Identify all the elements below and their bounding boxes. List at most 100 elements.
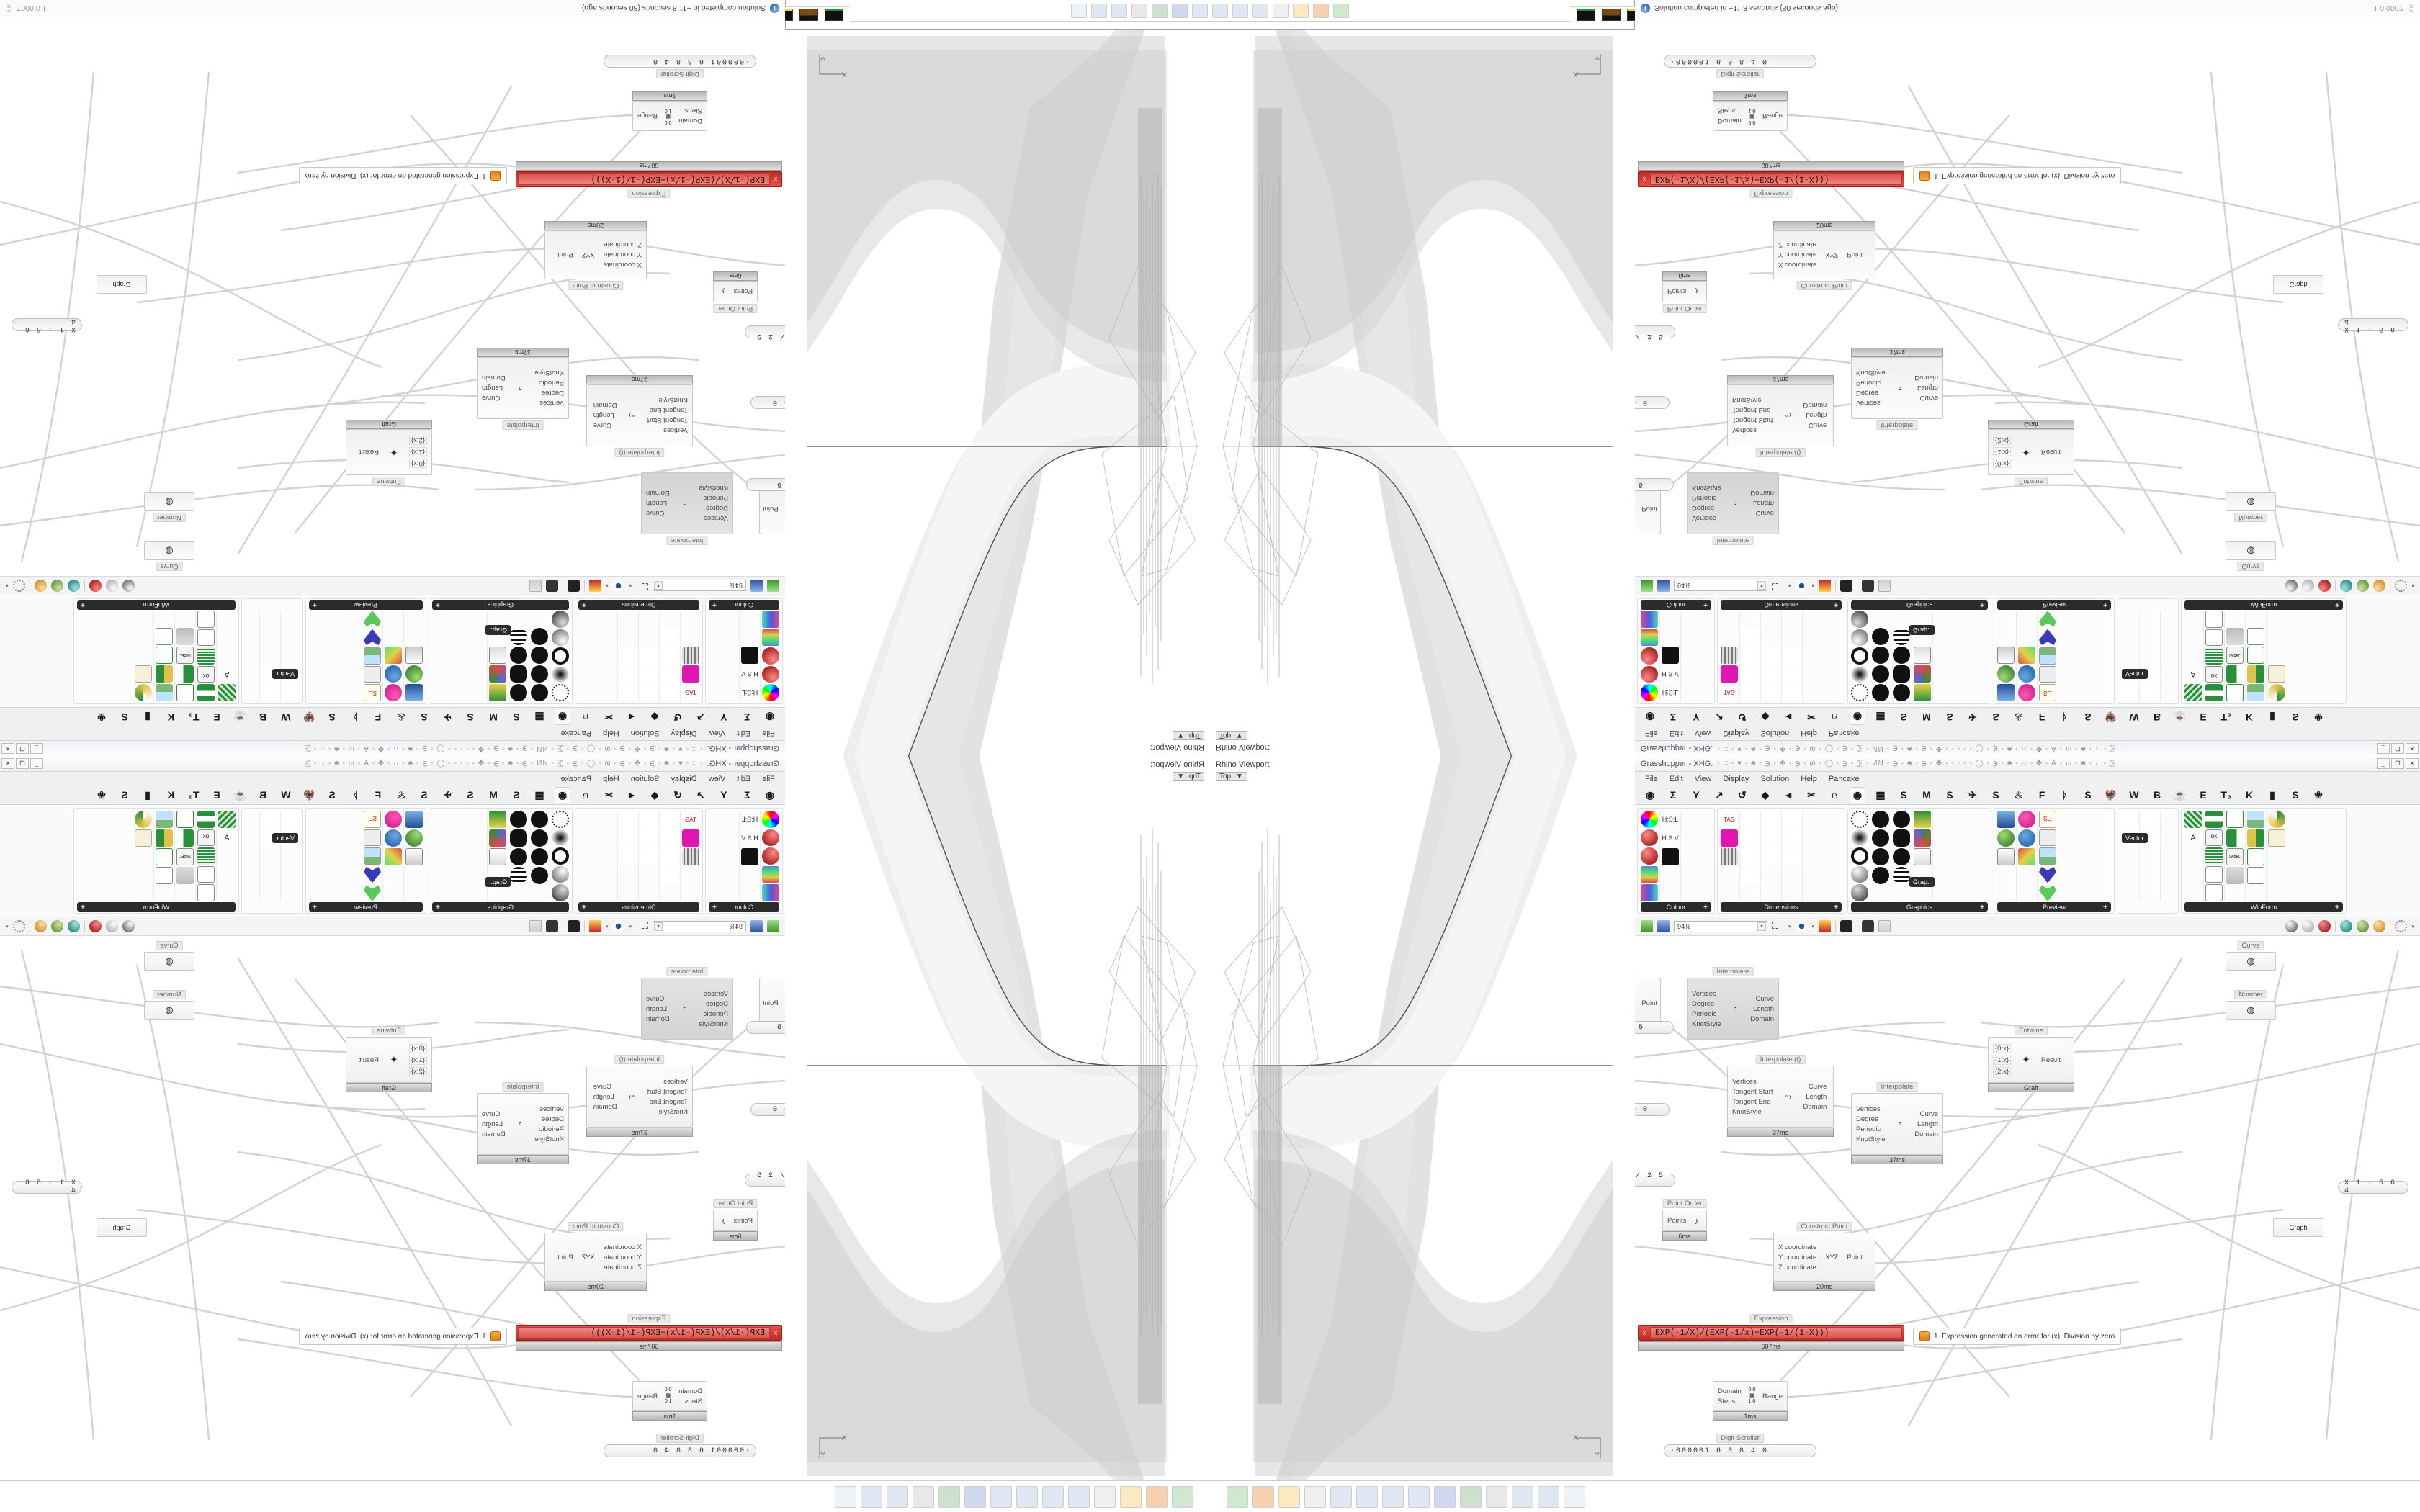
node-interpolate-a[interactable]: Interpolate Vertices Degree Periodic Kno… <box>641 472 733 545</box>
taskbar-icon-save2[interactable] <box>1434 1485 1456 1508</box>
gradient-bar-icon[interactable] <box>489 811 506 828</box>
ribbon-group-label-graphics[interactable]: Graphics ✚ <box>432 902 569 912</box>
input-degree[interactable]: Degree <box>705 504 728 513</box>
output-point[interactable]: Point <box>557 1253 573 1261</box>
letter-a-icon[interactable]: A <box>2190 670 2196 678</box>
pie-widget-icon[interactable] <box>2268 811 2285 828</box>
input-branch-2[interactable]: {2;x} <box>1993 436 2012 446</box>
expression-input-label[interactable]: x <box>1642 176 1646 183</box>
tab-coffee[interactable]: ☕ <box>233 788 246 801</box>
tab-sets[interactable]: Υ <box>1693 789 1700 801</box>
taskbar-bottom[interactable] <box>0 1480 2420 1512</box>
chevron-down-icon[interactable]: ▾ <box>654 581 663 590</box>
grasshopper-canvas[interactable]: Curve ◍ Number ◍ <box>1635 17 2420 576</box>
magenta-swatch-icon[interactable] <box>1721 829 1738 847</box>
taskbar-icon-docs[interactable] <box>861 1485 882 1508</box>
chevron-down-icon[interactable]: ▾ <box>2411 924 2414 930</box>
input-tangent-start[interactable]: Tangent Start <box>647 416 688 425</box>
menu-item-edit[interactable]: Edit <box>737 774 751 783</box>
dots-icon[interactable] <box>2018 829 2035 847</box>
axes-icon[interactable] <box>529 920 542 932</box>
chart-preview-icon[interactable] <box>405 647 423 664</box>
taskbar-icon-docs[interactable] <box>1091 3 1107 18</box>
sl-icon[interactable]: SL; <box>364 811 381 828</box>
pin-icon[interactable]: ✚ <box>712 602 717 608</box>
sphere-red-icon[interactable] <box>89 920 102 932</box>
node-interpolate-t[interactable]: Interpolate (t) Vertices Tangent Start T… <box>586 1055 693 1137</box>
gradient-square-icon[interactable] <box>385 848 402 865</box>
menu-item-view[interactable]: View <box>708 774 726 783</box>
sphere-grey-icon[interactable] <box>552 629 569 647</box>
output-curve[interactable]: Curve <box>1919 394 1938 402</box>
tab-mesh[interactable]: ◄ <box>627 711 637 723</box>
tab-params[interactable]: ◉ <box>1645 788 1655 801</box>
zoom-level-input[interactable]: 94% ▾ <box>1674 920 1767 932</box>
bars-widget-icon[interactable] <box>156 829 173 847</box>
node-digit-scroller[interactable]: Digit Scroller ·000001 6 3 8 4 0 <box>1664 1434 1816 1457</box>
tab-s1[interactable]: S <box>513 789 520 801</box>
input-vertices[interactable]: Vertices <box>663 426 688 435</box>
eye-icon[interactable] <box>510 684 527 701</box>
input-vertices[interactable]: Vertices <box>1732 1077 1757 1086</box>
ruler-icon[interactable] <box>661 628 678 645</box>
input-knotstyle[interactable]: KnotStyle <box>534 369 564 377</box>
dim-height-icon[interactable] <box>661 665 678 683</box>
node-interpolate-a[interactable]: Interpolate Vertices Degree Periodic Kno… <box>1687 967 1779 1040</box>
preview-mesh-icon[interactable] <box>1840 580 1853 592</box>
tab-turkey[interactable]: 🦃 <box>2105 711 2118 724</box>
chevron-down-icon[interactable]: ▾ <box>1788 924 1791 930</box>
tab-blue[interactable]: ▮ <box>2269 711 2275 724</box>
triangle-warn-icon[interactable] <box>640 665 658 683</box>
menu-item-file[interactable]: File <box>1645 729 1658 738</box>
colour-spectrum-icon[interactable] <box>741 848 758 865</box>
colour-gradient-rgb-icon[interactable] <box>1641 865 1658 883</box>
input-knotstyle[interactable]: KnotStyle <box>1692 1020 1721 1028</box>
node-entwine[interactable]: Entwine {0;x} {1;x} {2;x} ✦ Result <box>1988 1026 2074 1092</box>
maximize-button[interactable]: ❐ <box>16 758 29 769</box>
input-branch-0[interactable]: {0;x} <box>1993 459 2012 469</box>
taskbar-icon-pen2[interactable] <box>1486 1485 1507 1508</box>
pin-icon[interactable]: ✚ <box>1834 904 1838 910</box>
axes-icon[interactable] <box>1878 920 1891 932</box>
digit-scroller-value-strip[interactable]: ·000001 6 3 8 4 0 <box>604 1444 756 1457</box>
tab-w1[interactable]: W <box>2129 789 2139 801</box>
screenshot-icon[interactable] <box>1997 811 2015 828</box>
grasshopper-canvas[interactable]: Curve ◍ Number ◍ <box>0 936 785 1495</box>
colour-wheel-icon[interactable] <box>1641 684 1658 701</box>
tab-coffee[interactable]: ☕ <box>2174 711 2187 724</box>
sphere-grey-icon[interactable] <box>1851 629 1868 647</box>
input-domain[interactable]: Domain <box>678 117 702 125</box>
slider-d[interactable]: X 1 . 5 6 4 <box>12 317 82 333</box>
image-widget-icon[interactable] <box>2247 684 2264 701</box>
input-branch-1[interactable]: {1;x} <box>1993 447 2012 457</box>
sphere-dark-icon[interactable] <box>1851 884 1868 902</box>
hsv-icon[interactable]: H:S:V <box>741 670 758 678</box>
taskbar-icon-save[interactable] <box>964 1485 986 1508</box>
expression-bar[interactable]: x EXP(-1/X)/(EXP(-1/x)+EXP(-1/(1-X))) <box>516 1325 782 1341</box>
tab-green[interactable]: ❀ <box>2314 711 2323 724</box>
tab-b1[interactable]: B <box>2153 711 2161 723</box>
graph-mapper-icon[interactable] <box>489 647 506 664</box>
input-knotstyle[interactable]: KnotStyle <box>1856 1135 1886 1143</box>
minimize-button[interactable]: _ <box>2377 758 2390 769</box>
taskbar-top[interactable] <box>850 0 1570 22</box>
output-range[interactable]: Range <box>637 1392 658 1400</box>
output-point[interactable]: Point <box>1847 1253 1863 1261</box>
menu-item-pancake[interactable]: Pancake <box>1828 729 1860 738</box>
sphere-grey-icon[interactable] <box>1851 865 1868 883</box>
chevron-down-icon[interactable]: ▾ <box>6 582 9 588</box>
expression-error-balloon[interactable]: 1. Expression generated an error for (x)… <box>1913 1328 2122 1345</box>
grasshopper-titlebar[interactable]: Grasshopper - XHG. ◦ ∷ ◦ ♥ ◦ ♣ ◦ ℈ ◦ ✤ ◦… <box>1635 740 2420 756</box>
input-domain[interactable]: Domain <box>1718 117 1742 125</box>
ruler-icon[interactable] <box>1742 628 1759 645</box>
dim-height-icon[interactable] <box>1742 829 1759 847</box>
colour-sphere-red2-icon[interactable] <box>1641 647 1658 665</box>
sphere-dark-icon[interactable] <box>552 884 569 902</box>
line-segment-icon[interactable] <box>661 684 678 701</box>
eye-icon[interactable] <box>510 811 527 828</box>
text-widget-icon[interactable] <box>2268 829 2285 847</box>
dotted-circle-icon[interactable] <box>2395 580 2408 592</box>
sphere-teal-icon[interactable] <box>67 580 80 592</box>
dim-cross-icon[interactable] <box>619 829 637 847</box>
table-icon[interactable] <box>2205 847 2223 865</box>
